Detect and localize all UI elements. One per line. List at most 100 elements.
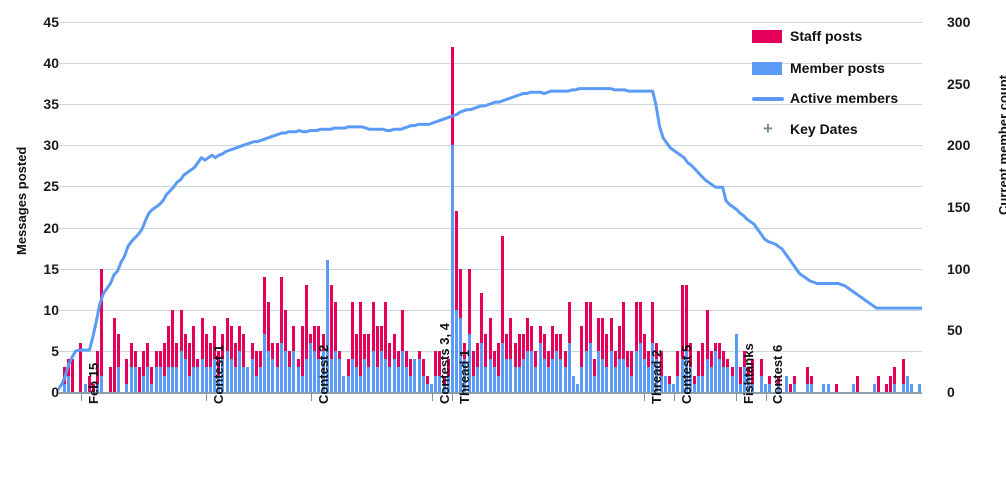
staff-posts-bar <box>475 342 479 368</box>
staff-posts-bar <box>133 350 137 368</box>
staff-posts-bar <box>542 334 546 360</box>
legend-item-label: Active members <box>790 90 899 106</box>
member-posts-bar <box>292 350 296 392</box>
staff-posts-bar <box>726 359 730 368</box>
staff-posts-bar <box>496 342 500 376</box>
staff-posts-bar <box>125 359 129 384</box>
member-posts-bar <box>288 367 292 392</box>
y2-axis-tick-label: 200 <box>947 137 971 154</box>
staff-posts-bar <box>150 367 154 384</box>
member-posts-bar <box>392 359 396 392</box>
member-posts-bar <box>726 367 730 392</box>
y2-axis-tick-label: 250 <box>947 75 971 92</box>
staff-posts-bar <box>179 309 183 351</box>
staff-posts-bar <box>768 375 772 384</box>
staff-posts-bar <box>254 350 258 376</box>
member-posts-bar <box>513 367 517 392</box>
y-axis-tick-label: 45 <box>43 14 59 30</box>
staff-posts-bar <box>187 342 191 376</box>
legend-swatch-line <box>752 97 784 101</box>
staff-posts-bar <box>288 350 292 368</box>
staff-posts-bar <box>597 318 601 351</box>
staff-posts-bar <box>292 326 296 351</box>
staff-posts-bar <box>350 301 354 360</box>
active-members-line <box>58 87 922 392</box>
staff-posts-bar <box>233 342 237 368</box>
member-posts-bar <box>826 383 830 392</box>
member-posts-bar <box>208 367 212 392</box>
staff-posts-bar <box>238 326 242 351</box>
member-posts-bar <box>354 367 358 392</box>
member-posts-bar <box>459 318 463 392</box>
staff-posts-bar <box>379 326 383 351</box>
staff-posts-bar <box>638 301 642 343</box>
staff-posts-bar <box>467 268 471 335</box>
member-posts-bar <box>409 375 413 392</box>
member-posts-bar <box>705 359 709 392</box>
y-axis-title: Messages posted <box>14 146 29 255</box>
staff-posts-bar <box>855 375 859 392</box>
gridline <box>58 63 922 65</box>
staff-posts-bar <box>359 301 363 376</box>
staff-posts-bar <box>375 326 379 368</box>
staff-posts-bar <box>709 350 713 368</box>
key-date-label: Contest 6 <box>770 344 786 404</box>
key-date-tick <box>81 392 82 401</box>
staff-posts-bar <box>588 301 592 343</box>
staff-posts-bar <box>901 359 905 384</box>
member-posts-bar <box>655 359 659 392</box>
member-posts-bar <box>62 383 66 392</box>
member-posts-bar <box>146 367 150 392</box>
member-posts-bar <box>242 367 246 392</box>
key-date-tick <box>736 392 738 401</box>
member-posts-bar <box>66 375 70 392</box>
staff-posts-bar <box>776 375 780 384</box>
staff-posts-bar <box>471 350 475 376</box>
member-posts-bar <box>910 383 914 392</box>
member-posts-bar <box>905 375 909 392</box>
staff-posts-bar <box>517 334 521 368</box>
gridline <box>58 227 922 229</box>
staff-posts-bar <box>417 350 421 360</box>
staff-posts-bar <box>200 318 204 360</box>
staff-posts-bar <box>434 350 438 376</box>
key-date-label: Contest 1 <box>211 344 227 404</box>
key-date-label: Contest 2 <box>315 344 331 404</box>
member-posts-bar <box>751 383 755 392</box>
member-posts-bar <box>363 359 367 392</box>
member-posts-bar <box>338 359 342 392</box>
y-axis-tick-label: 30 <box>43 137 59 154</box>
member-posts-bar <box>233 367 237 392</box>
member-posts-bar <box>626 367 630 392</box>
member-posts-bar <box>667 383 671 392</box>
staff-posts-bar <box>263 276 267 335</box>
staff-posts-bar <box>117 334 121 368</box>
staff-posts-bar <box>630 350 634 376</box>
staff-posts-bar <box>738 367 742 384</box>
x-axis-line <box>58 392 922 394</box>
member-posts-bar <box>346 375 350 392</box>
member-posts-bar <box>534 367 538 392</box>
member-posts-bar <box>455 309 459 392</box>
member-posts-bar <box>400 350 404 392</box>
staff-posts-bar <box>584 301 588 351</box>
member-posts-bar <box>129 367 133 392</box>
y2-axis-tick-label: 0 <box>947 384 955 400</box>
staff-posts-bar <box>809 375 813 384</box>
staff-posts-bar <box>676 350 680 376</box>
member-posts-bar <box>563 367 567 392</box>
gridline <box>58 309 922 311</box>
staff-posts-bar <box>275 342 279 368</box>
staff-posts-bar <box>267 301 271 351</box>
staff-posts-bar <box>250 342 254 360</box>
staff-posts-bar <box>129 342 133 368</box>
key-date-label: Fishtanks <box>741 343 757 404</box>
bar-series <box>58 22 922 392</box>
key-date-label: Feb 15 <box>85 362 101 404</box>
member-posts-bar <box>609 350 613 392</box>
member-posts-bar <box>701 375 705 392</box>
key-date-tick <box>431 392 433 401</box>
member-posts-bar <box>283 350 287 392</box>
staff-posts-bar <box>647 350 651 368</box>
legend-marker-plus-icon: + <box>763 119 773 138</box>
